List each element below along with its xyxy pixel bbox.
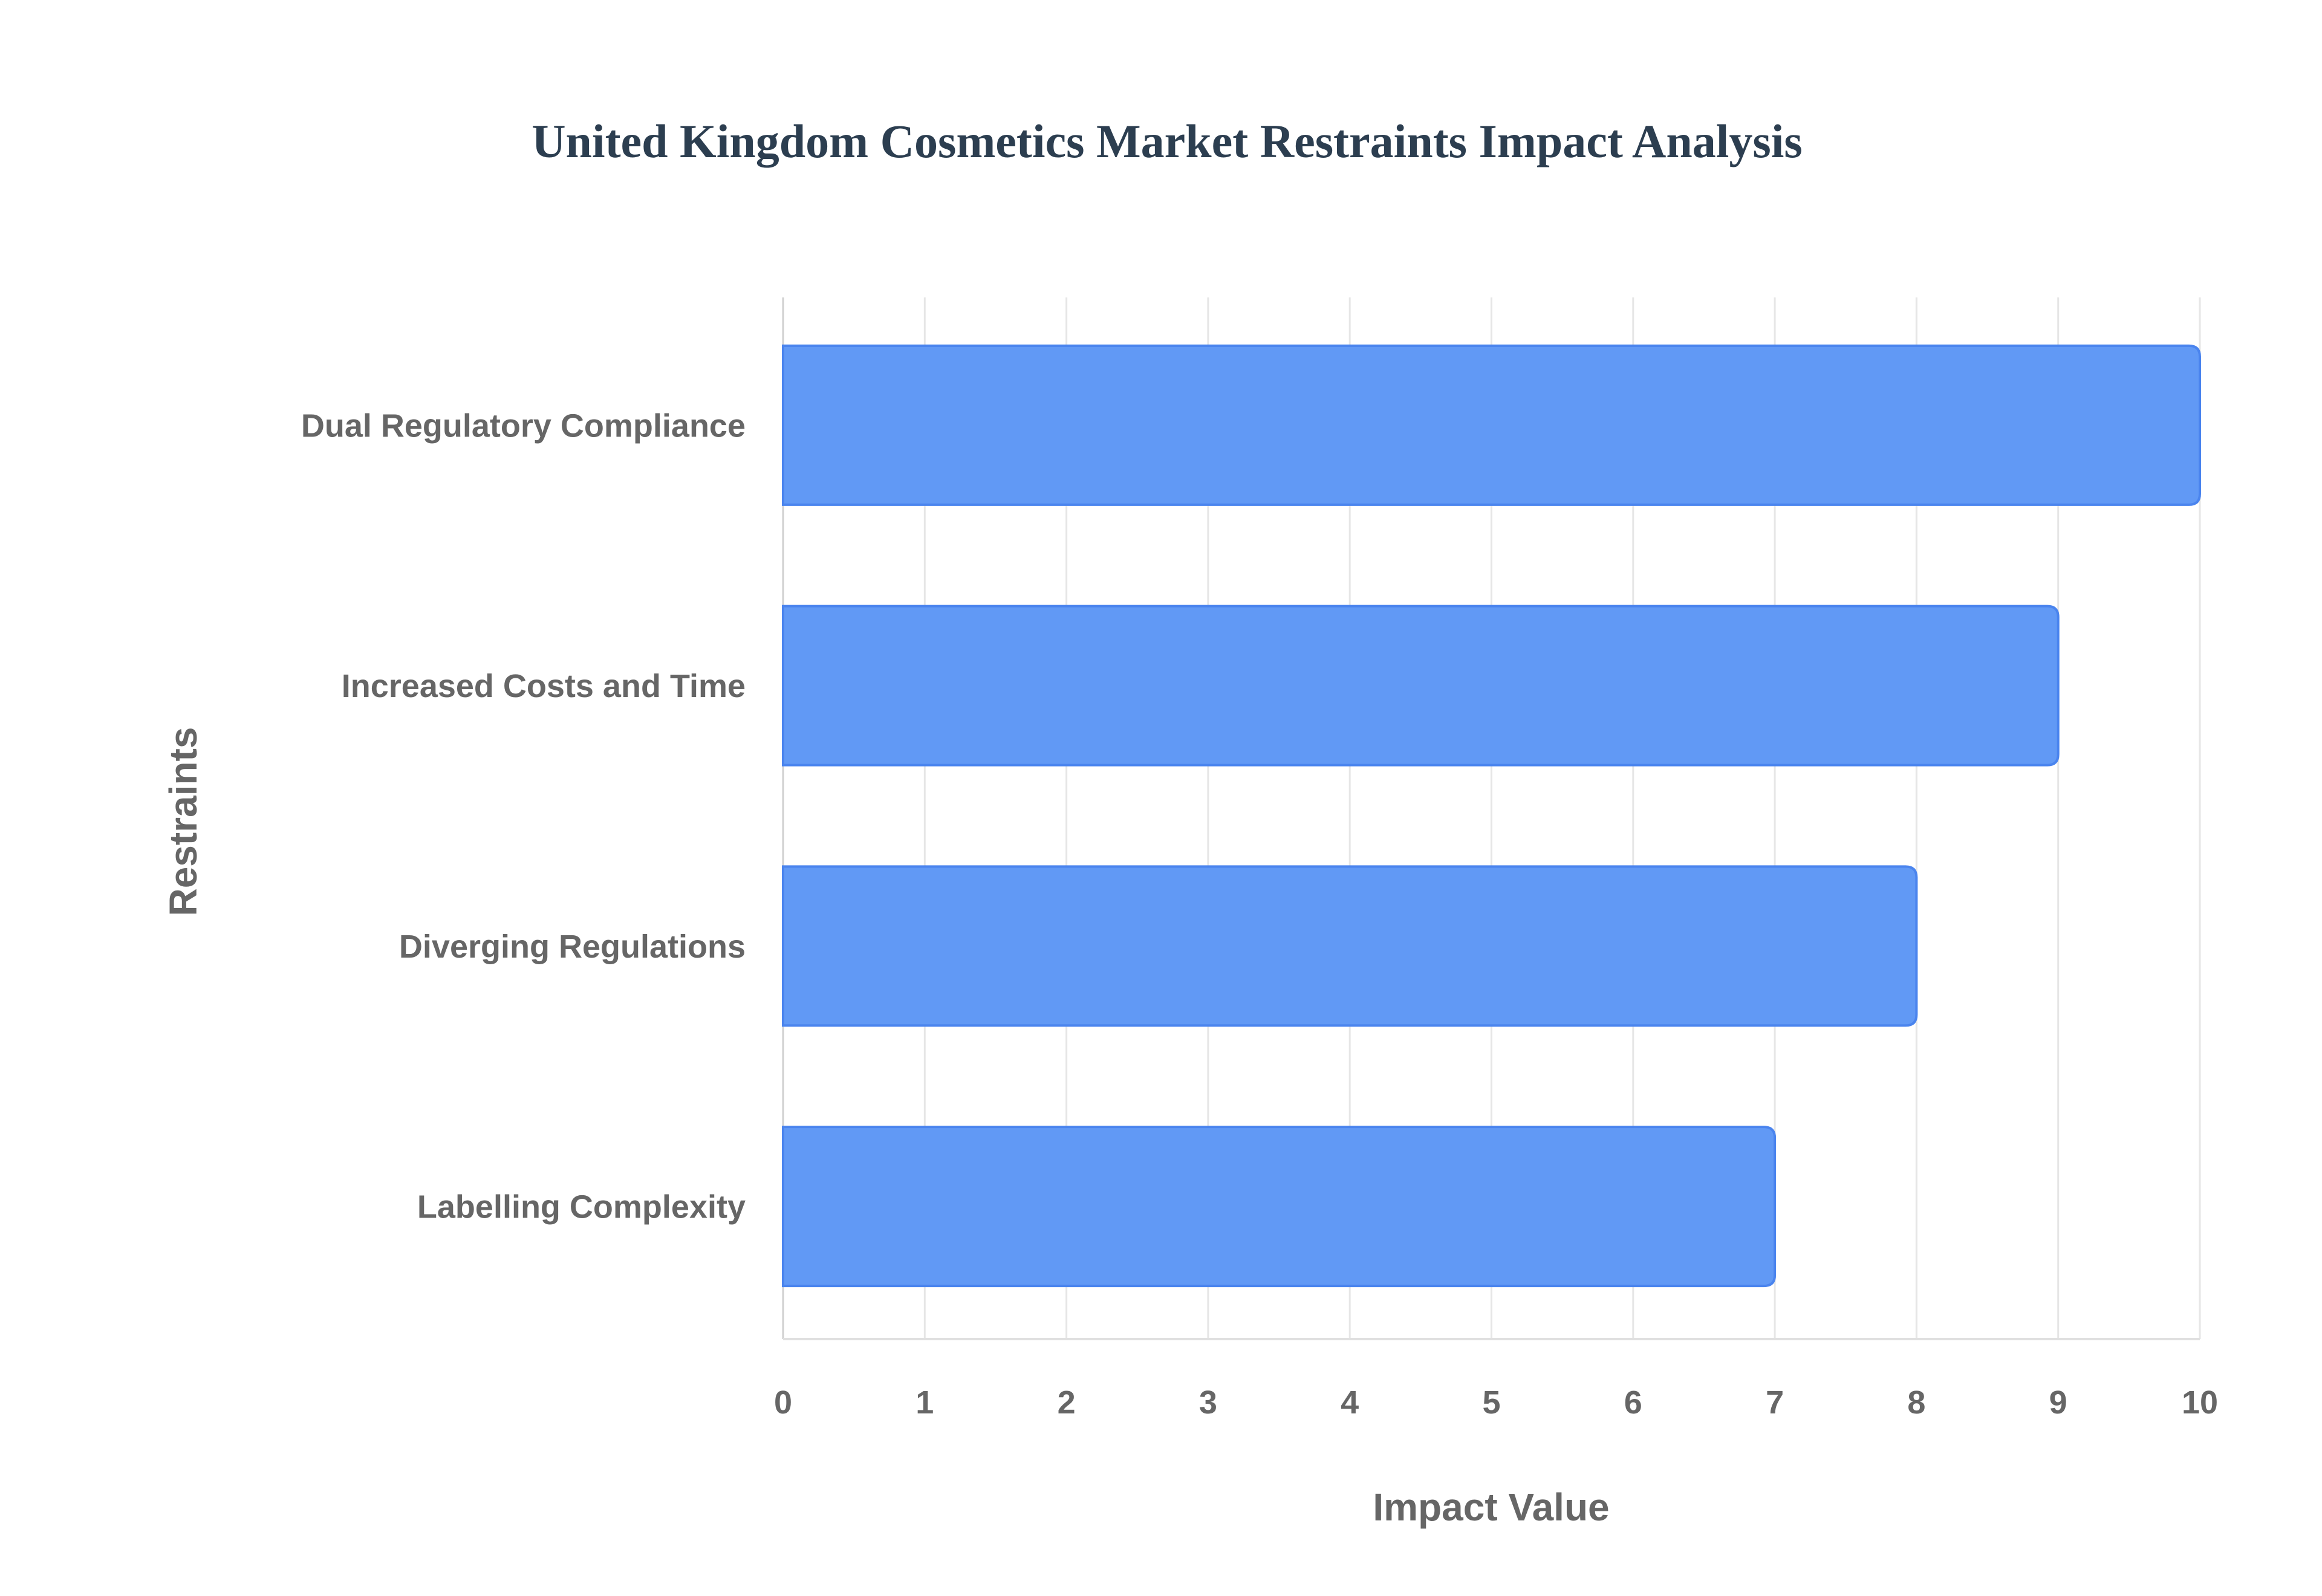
x-tick-label: 10: [2182, 1384, 2218, 1421]
bar[interactable]: [782, 865, 1918, 1027]
x-tick-label: 6: [1624, 1384, 1642, 1421]
y-axis-title: Restraints: [161, 727, 205, 916]
x-tick-label: 9: [2049, 1384, 2067, 1421]
x-tick-label: 4: [1341, 1384, 1359, 1421]
x-tick-label: 8: [1907, 1384, 1925, 1421]
category-label: Increased Costs and Time: [342, 668, 746, 704]
bars: [782, 344, 2201, 1288]
x-axis-title: Impact Value: [1373, 1485, 1609, 1529]
x-tick-label: 3: [1199, 1384, 1217, 1421]
bar[interactable]: [782, 344, 2201, 506]
category-labels: Dual Regulatory Compliance Increased Cost…: [301, 407, 746, 1225]
category-label: Dual Regulatory Compliance: [301, 407, 746, 444]
x-tick-label: 2: [1058, 1384, 1076, 1421]
x-tick-label: 1: [915, 1384, 934, 1421]
x-tick-label: 7: [1766, 1384, 1784, 1421]
bar[interactable]: [782, 1126, 1777, 1288]
bar[interactable]: [782, 605, 2060, 767]
category-label: Diverging Regulations: [399, 929, 746, 965]
x-tick-label: 5: [1482, 1384, 1500, 1421]
chart-title: United Kingdom Cosmetics Market Restrain…: [532, 115, 1803, 167]
x-tick-labels: 0 1 2 3 4 5 6 7 8 9 10: [774, 1384, 2218, 1421]
category-label: Labelling Complexity: [417, 1189, 746, 1225]
x-tick-label: 0: [774, 1384, 792, 1421]
